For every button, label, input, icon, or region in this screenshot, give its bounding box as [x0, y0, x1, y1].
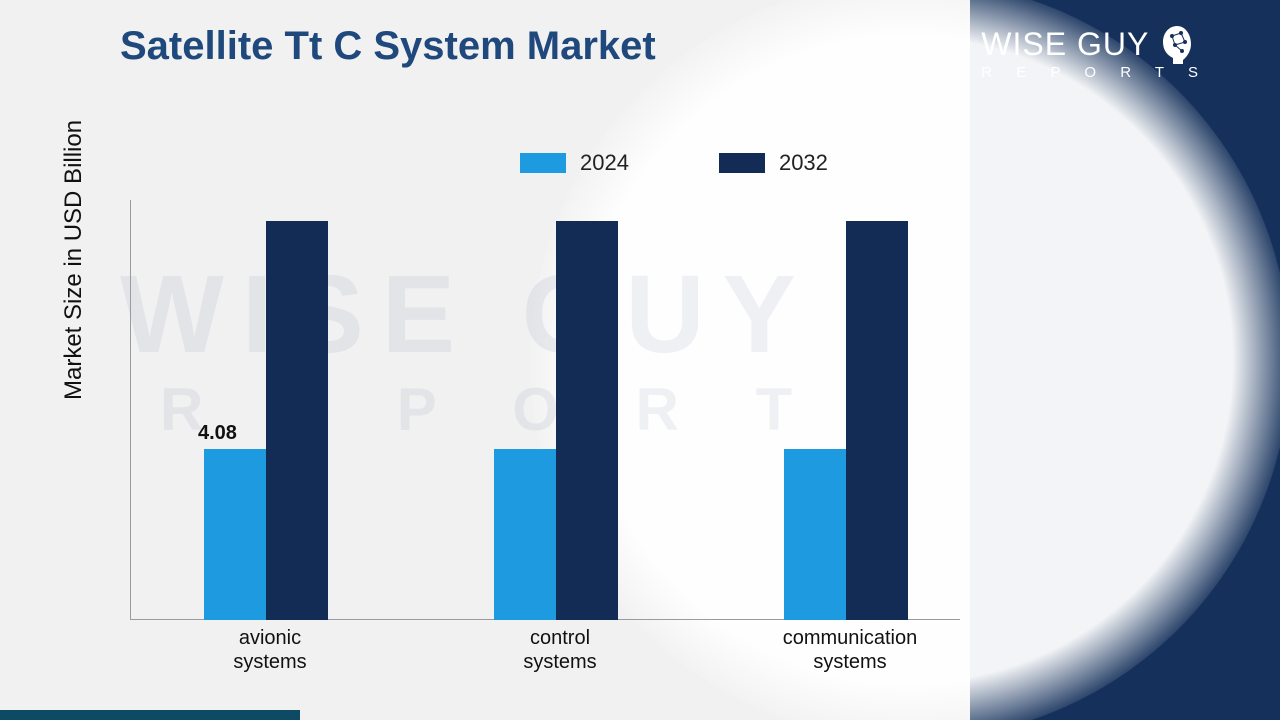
- logo-main-text: WISE GUY: [981, 26, 1149, 63]
- bottom-accent-stripe: [0, 710, 300, 720]
- bar-value-label: 4.08: [198, 422, 237, 445]
- right-panel: [970, 0, 1280, 720]
- plot-area: 4.08: [130, 200, 960, 620]
- bar-2032: [266, 221, 328, 620]
- logo-sub-text: R E P O R T S: [981, 64, 1208, 81]
- legend: 2024 2032: [520, 150, 828, 176]
- head-network-icon: [1155, 22, 1199, 66]
- legend-label-2024: 2024: [580, 150, 629, 176]
- legend-swatch-2024: [520, 153, 566, 173]
- bar-2024: [784, 449, 846, 620]
- legend-item-2024: 2024: [520, 150, 629, 176]
- bar-2032: [846, 221, 908, 620]
- y-axis-line: [130, 200, 131, 620]
- legend-item-2032: 2032: [719, 150, 828, 176]
- category-label: controlsystems: [460, 626, 660, 674]
- category-label: avionicsystems: [170, 626, 370, 674]
- y-axis-label: Market Size in USD Billion: [60, 120, 88, 400]
- chart-stage: WISE GUY R E P O R T S Satellite Tt C Sy…: [0, 0, 1280, 720]
- bar-2024: [204, 449, 266, 620]
- brand-logo: WISE GUY R E P O R T S: [981, 22, 1252, 81]
- legend-swatch-2032: [719, 153, 765, 173]
- category-label: communicationsystems: [750, 626, 950, 674]
- bar-2032: [556, 221, 618, 620]
- legend-label-2032: 2032: [779, 150, 828, 176]
- chart-title: Satellite Tt C System Market: [120, 24, 656, 69]
- bar-2024: [494, 449, 556, 620]
